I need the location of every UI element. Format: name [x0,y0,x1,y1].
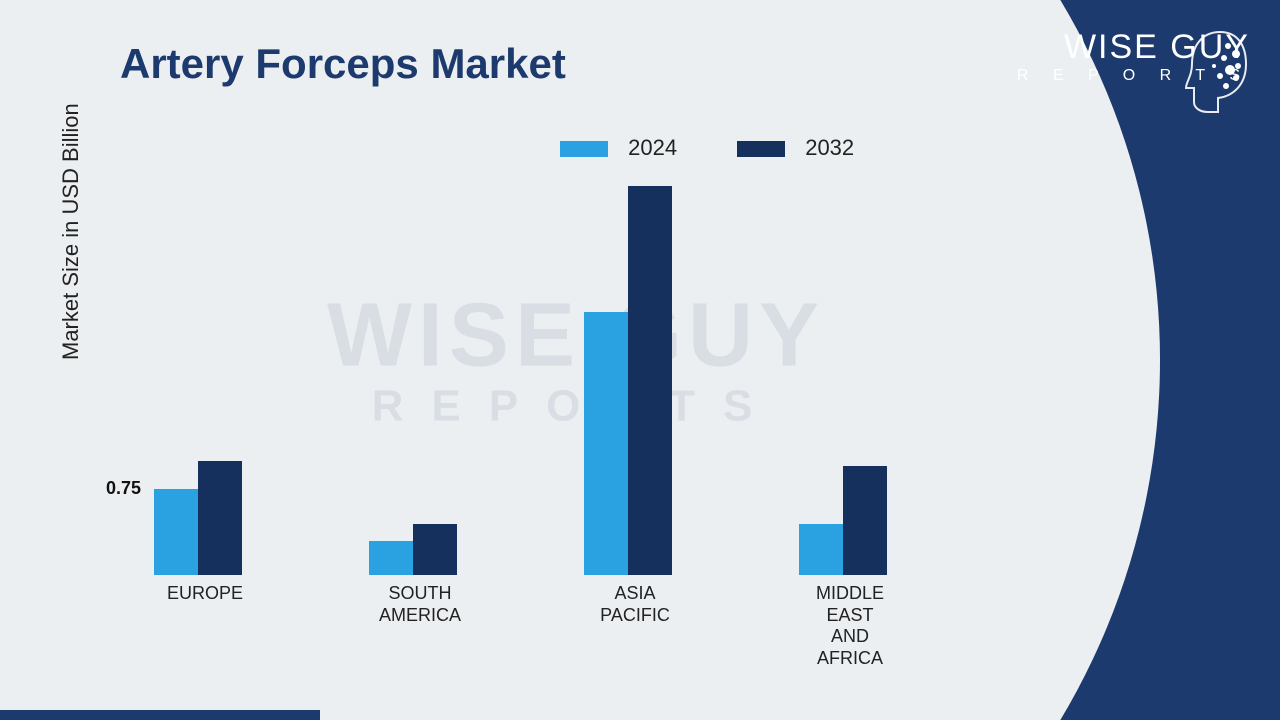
bar-2024 [369,541,413,575]
bar-2032 [198,461,242,575]
plot-area: EUROPE0.75SOUTH AMERICAASIA PACIFICMIDDL… [120,175,950,575]
bottom-accent-bar [0,710,320,720]
x-label: ASIA PACIFIC [600,575,670,626]
bar-2024 [584,312,628,575]
bar-2032 [413,524,457,575]
legend-label-2032: 2032 [805,135,854,160]
brand-head-icon [1184,26,1256,116]
legend-label-2024: 2024 [628,135,677,160]
x-label: EUROPE [167,575,243,605]
bar-2024 [799,524,843,575]
value-label: 0.75 [106,478,141,499]
legend: 2024 2032 [560,135,854,161]
x-label: SOUTH AMERICA [379,575,461,626]
legend-item-2032: 2032 [737,135,854,161]
bar-2032 [843,466,887,575]
y-axis-label: Market Size in USD Billion [58,103,84,360]
x-label: MIDDLE EAST AND AFRICA [816,575,884,669]
bar-2032 [628,186,672,575]
chart-title: Artery Forceps Market [120,40,566,88]
bar-2024 [154,489,198,575]
legend-swatch-2032 [737,141,785,157]
legend-swatch-2024 [560,141,608,157]
chart-canvas: WISE GUY REPORTS Artery Forceps Market W… [0,0,1280,720]
legend-item-2024: 2024 [560,135,677,161]
